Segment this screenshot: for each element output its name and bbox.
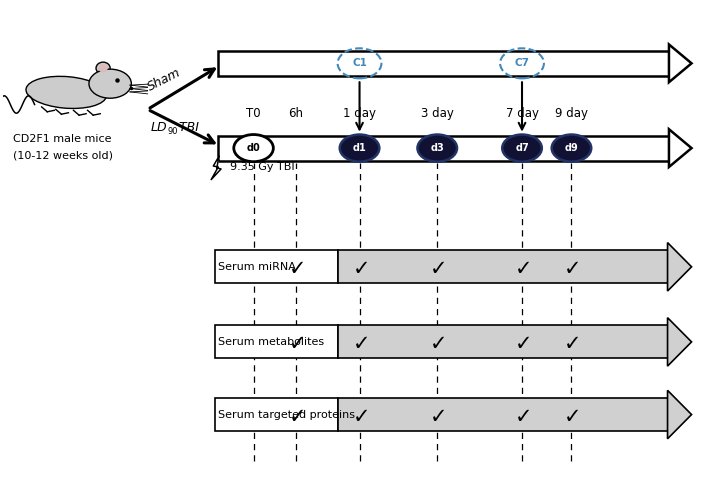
Polygon shape bbox=[211, 156, 221, 180]
Text: $\checkmark$: $\checkmark$ bbox=[429, 405, 445, 424]
Text: TBI: TBI bbox=[175, 121, 199, 134]
FancyBboxPatch shape bbox=[215, 325, 338, 358]
Text: 90: 90 bbox=[167, 127, 178, 136]
Text: 7 day: 7 day bbox=[506, 107, 538, 121]
Text: $\checkmark$: $\checkmark$ bbox=[563, 405, 580, 424]
Text: d0: d0 bbox=[246, 143, 261, 153]
Text: Serum miRNA: Serum miRNA bbox=[219, 262, 296, 272]
Ellipse shape bbox=[99, 64, 108, 72]
Text: 1 day: 1 day bbox=[343, 107, 376, 121]
Circle shape bbox=[502, 135, 542, 162]
Circle shape bbox=[340, 135, 379, 162]
FancyBboxPatch shape bbox=[215, 250, 338, 283]
Text: $\checkmark$: $\checkmark$ bbox=[288, 257, 304, 277]
FancyBboxPatch shape bbox=[338, 398, 668, 431]
Text: $\checkmark$: $\checkmark$ bbox=[429, 332, 445, 352]
Text: $\checkmark$: $\checkmark$ bbox=[563, 332, 580, 352]
Text: $\checkmark$: $\checkmark$ bbox=[352, 405, 367, 424]
Text: T0: T0 bbox=[246, 107, 261, 121]
Text: d7: d7 bbox=[515, 143, 529, 153]
Ellipse shape bbox=[26, 76, 107, 108]
FancyBboxPatch shape bbox=[219, 51, 669, 76]
Polygon shape bbox=[668, 391, 691, 439]
Circle shape bbox=[89, 69, 131, 98]
Circle shape bbox=[234, 135, 273, 162]
Text: 9 day: 9 day bbox=[555, 107, 588, 121]
Text: 9.35 Gy TBI: 9.35 Gy TBI bbox=[230, 163, 295, 172]
Text: $\checkmark$: $\checkmark$ bbox=[429, 257, 445, 277]
Circle shape bbox=[552, 135, 591, 162]
Polygon shape bbox=[668, 318, 691, 366]
Circle shape bbox=[417, 135, 457, 162]
Text: C1: C1 bbox=[352, 58, 367, 68]
FancyBboxPatch shape bbox=[338, 250, 668, 283]
Text: d1: d1 bbox=[352, 143, 367, 153]
Polygon shape bbox=[669, 45, 691, 82]
Text: $\checkmark$: $\checkmark$ bbox=[514, 332, 530, 352]
FancyBboxPatch shape bbox=[219, 136, 669, 161]
Text: $\checkmark$: $\checkmark$ bbox=[352, 332, 367, 352]
Text: LD: LD bbox=[151, 121, 168, 134]
Text: $\checkmark$: $\checkmark$ bbox=[514, 257, 530, 277]
Text: Serum targeted proteins: Serum targeted proteins bbox=[219, 410, 355, 419]
Polygon shape bbox=[668, 243, 691, 291]
Text: d3: d3 bbox=[430, 143, 444, 153]
Ellipse shape bbox=[96, 62, 110, 74]
Text: $\checkmark$: $\checkmark$ bbox=[352, 257, 367, 277]
Text: d9: d9 bbox=[565, 143, 578, 153]
Text: Sham: Sham bbox=[145, 67, 182, 94]
Text: CD2F1 male mice: CD2F1 male mice bbox=[14, 134, 112, 145]
FancyBboxPatch shape bbox=[338, 325, 668, 358]
Text: $\checkmark$: $\checkmark$ bbox=[514, 405, 530, 424]
Text: $\checkmark$: $\checkmark$ bbox=[288, 405, 304, 424]
FancyBboxPatch shape bbox=[215, 398, 338, 431]
Text: $\checkmark$: $\checkmark$ bbox=[563, 257, 580, 277]
Text: $\checkmark$: $\checkmark$ bbox=[288, 332, 304, 352]
Text: 6h: 6h bbox=[288, 107, 303, 121]
Polygon shape bbox=[669, 129, 691, 167]
Text: C7: C7 bbox=[515, 58, 530, 68]
Text: 3 day: 3 day bbox=[421, 107, 454, 121]
Text: Serum metabolites: Serum metabolites bbox=[219, 337, 325, 347]
Text: (10-12 weeks old): (10-12 weeks old) bbox=[14, 150, 113, 160]
